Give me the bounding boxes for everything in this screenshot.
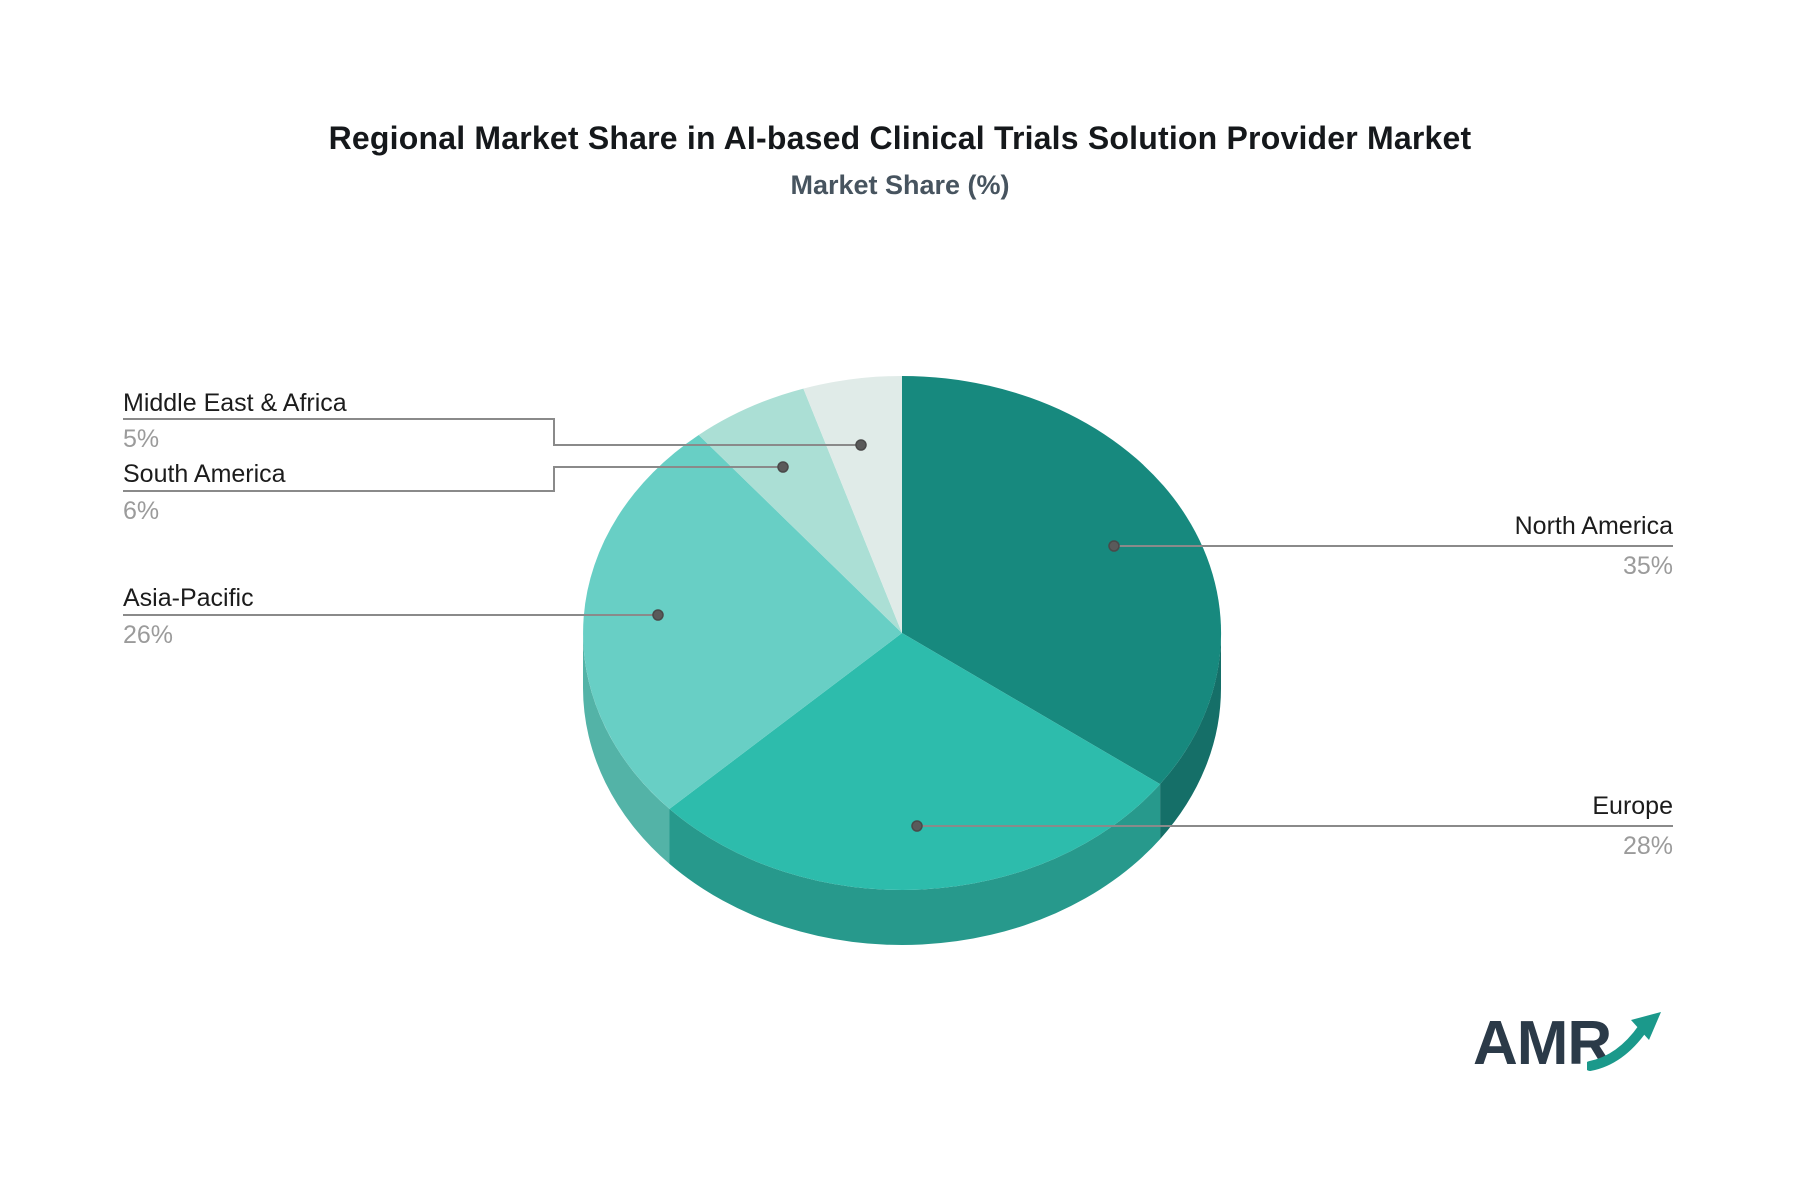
logo-arrow-icon bbox=[1587, 1012, 1661, 1071]
leader-dot-north-america bbox=[1108, 540, 1120, 552]
callout-label-europe: Europe bbox=[1592, 792, 1673, 820]
pie-side-north-america bbox=[1160, 633, 1221, 840]
pie-slice-south-america[interactable] bbox=[698, 388, 902, 633]
callout-pct-north-america: 35% bbox=[1622, 552, 1673, 580]
leader-dot-asia-pacific bbox=[652, 609, 664, 621]
callout-label-north-america: North America bbox=[1514, 512, 1673, 540]
leader-line-middle-east-africa bbox=[123, 418, 861, 446]
pie-slice-north-america[interactable] bbox=[902, 376, 1222, 785]
leader-line-south-america bbox=[123, 466, 783, 492]
chart-title: Regional Market Share in AI-based Clinic… bbox=[328, 120, 1472, 156]
pie-slice-asia-pacific[interactable] bbox=[583, 435, 902, 809]
callout-pct-middle-east-africa: 5% bbox=[123, 425, 160, 453]
chart-subtitle: Market Share (%) bbox=[790, 170, 1010, 200]
callout-pct-europe: 28% bbox=[1622, 832, 1673, 860]
pie-side-asia-pacific bbox=[583, 633, 670, 864]
pie-slice-middle-east-africa[interactable] bbox=[803, 376, 902, 633]
leader-dot-middle-east-africa bbox=[855, 439, 867, 451]
callout-label-middle-east-africa: Middle East & Africa bbox=[123, 389, 347, 417]
callout-pct-south-america: 6% bbox=[123, 497, 160, 525]
callout-label-south-america: South America bbox=[123, 460, 286, 488]
amr-logo: AMR bbox=[1473, 1008, 1683, 1092]
leader-dot-europe bbox=[911, 820, 923, 832]
callout-label-asia-pacific: Asia-Pacific bbox=[123, 584, 254, 612]
callout-pct-asia-pacific: 26% bbox=[123, 621, 174, 649]
pie-side-europe bbox=[669, 784, 1161, 945]
leader-dot-south-america bbox=[777, 461, 789, 473]
